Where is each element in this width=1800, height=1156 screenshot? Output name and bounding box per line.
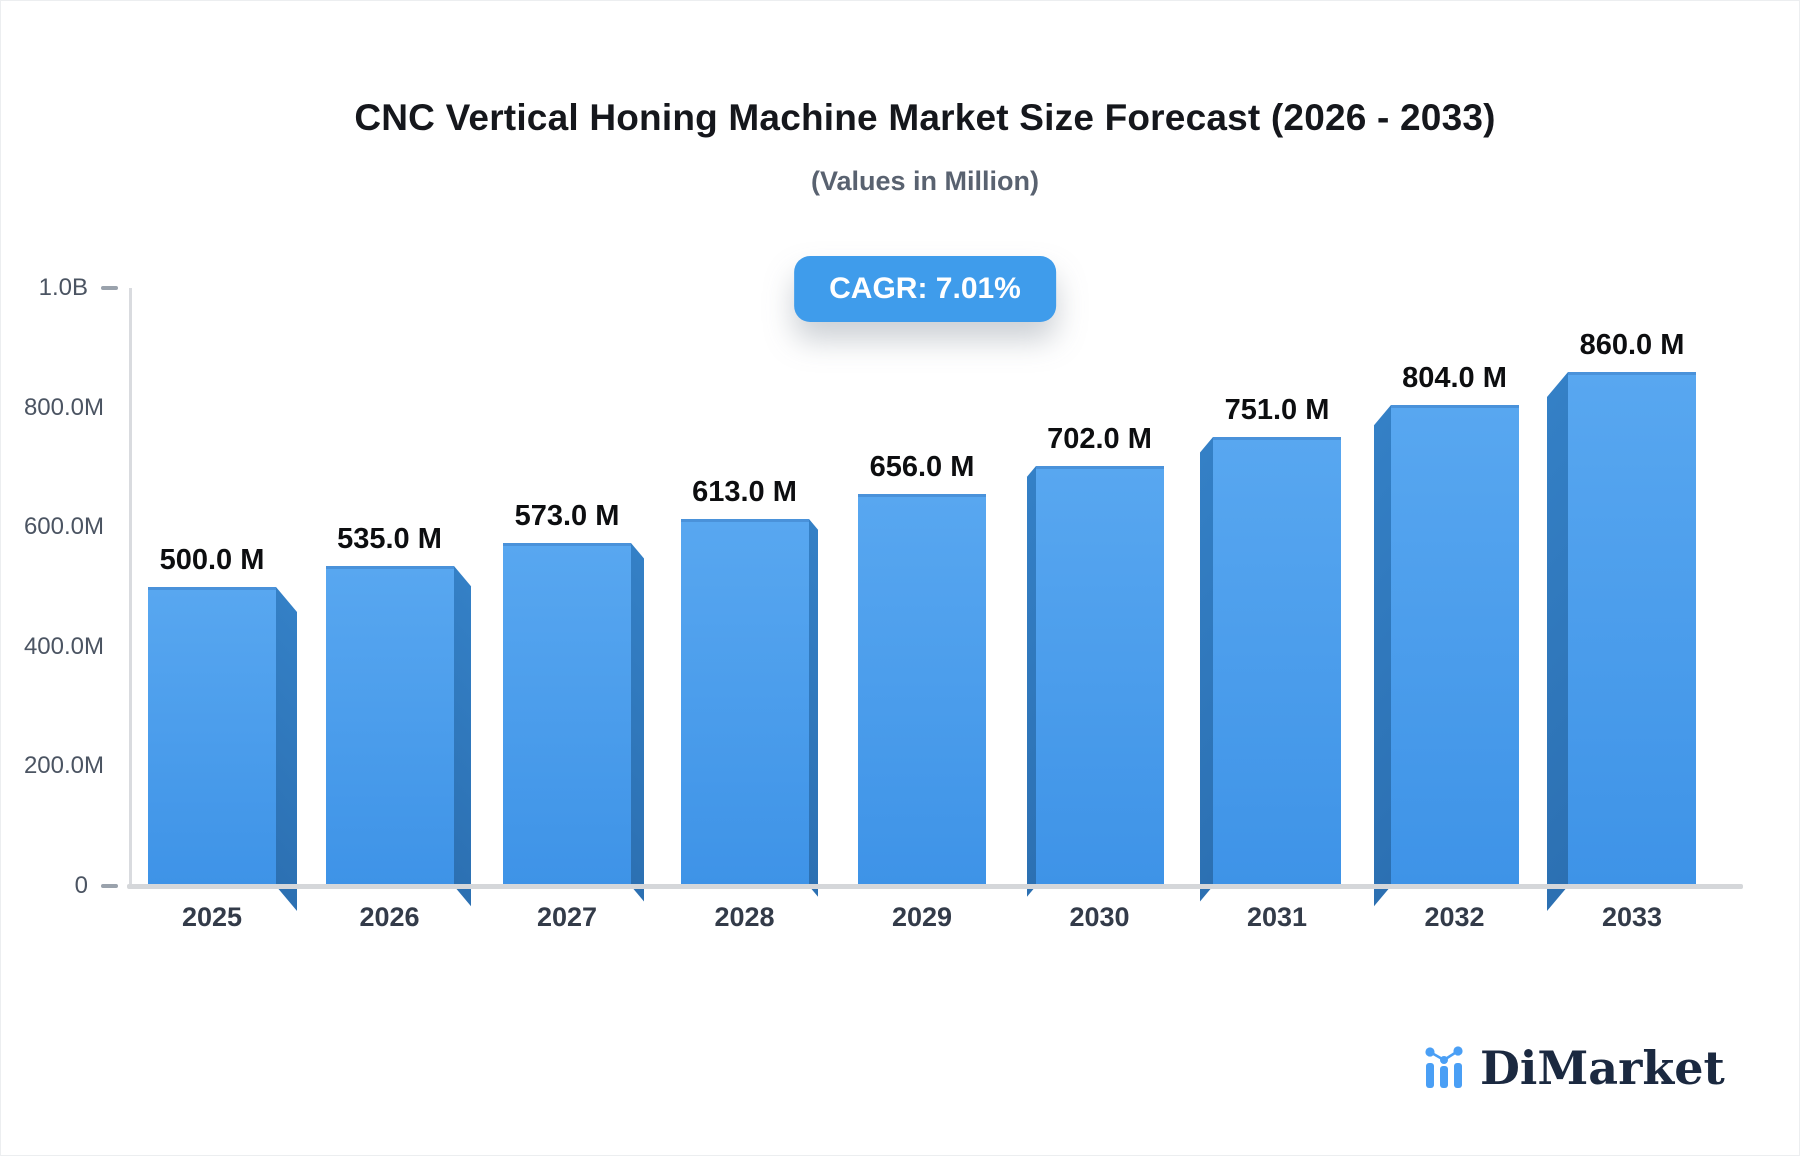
bar-value-label: 702.0 M [1047,423,1152,456]
chart-title: CNC Vertical Honing Machine Market Size … [354,97,1496,138]
y-axis-line [129,288,132,886]
bar [325,566,471,907]
y-axis-label: 600.0M [23,513,104,541]
x-axis-label: 2027 [536,902,598,932]
x-axis-label: 2032 [1424,902,1485,932]
bar-face [503,543,631,886]
bar-face [1390,405,1519,886]
bar-value-label: 535.0 M [337,523,442,556]
bar-value-label: 613.0 M [692,476,797,509]
bar-side [453,566,471,907]
y-axis-label: 0 [74,872,88,899]
y-axis-label: 1.0B [38,274,88,301]
bar [1026,466,1164,897]
bar-side [1373,405,1391,907]
bar-value-label: 573.0 M [514,500,620,533]
bar [503,543,644,902]
y-axis-label: 400.0M [23,632,104,660]
x-axis-label: 2031 [1246,902,1308,932]
bar-face [148,587,276,886]
bar-face [1035,466,1164,886]
bar-face [680,519,809,886]
bar-face [1568,371,1696,886]
y-axis-tick [101,884,118,888]
brand-logo: DiMarket [1419,1042,1725,1092]
bar-side [1200,436,1213,902]
x-axis-label: 2028 [714,902,775,932]
bar-value-label: 804.0 M [1402,362,1507,395]
bar-face [325,566,454,886]
x-axis-label: 2025 [181,902,243,932]
bar-value-label: 500.0 M [159,544,265,576]
x-axis-label: 2030 [1069,902,1130,932]
bar-side [631,543,644,902]
bar [1200,436,1341,902]
bar-face [1213,436,1341,886]
bar-chart-logo-icon [1425,1046,1463,1088]
y-axis-tick [101,286,118,290]
chart-subtitle: (Values in Million) [810,166,1040,196]
x-axis-label: 2029 [891,902,953,932]
brand-logo-text: DiMarket [1480,1041,1725,1095]
x-axis-label: 2026 [359,902,420,932]
bar-side [808,519,818,897]
bar-side [276,587,297,912]
bar-face [858,493,986,886]
cagr-badge: CAGR: 7.01% [794,256,1056,322]
bar-value-label: 656.0 M [869,450,975,483]
bar-side [1026,466,1036,897]
bar-value-label: 860.0 M [1579,328,1685,361]
bar [858,493,986,886]
bar [680,519,818,897]
x-axis-baseline [127,884,1743,889]
bar [1373,405,1519,907]
x-axis-label: 2033 [1601,902,1663,932]
y-axis-label: 200.0M [23,752,104,780]
bar [1547,371,1696,912]
y-axis-label: 800.0M [23,393,104,421]
bar-side [1547,371,1568,912]
bar [148,587,297,912]
bar-value-label: 751.0 M [1224,393,1330,426]
